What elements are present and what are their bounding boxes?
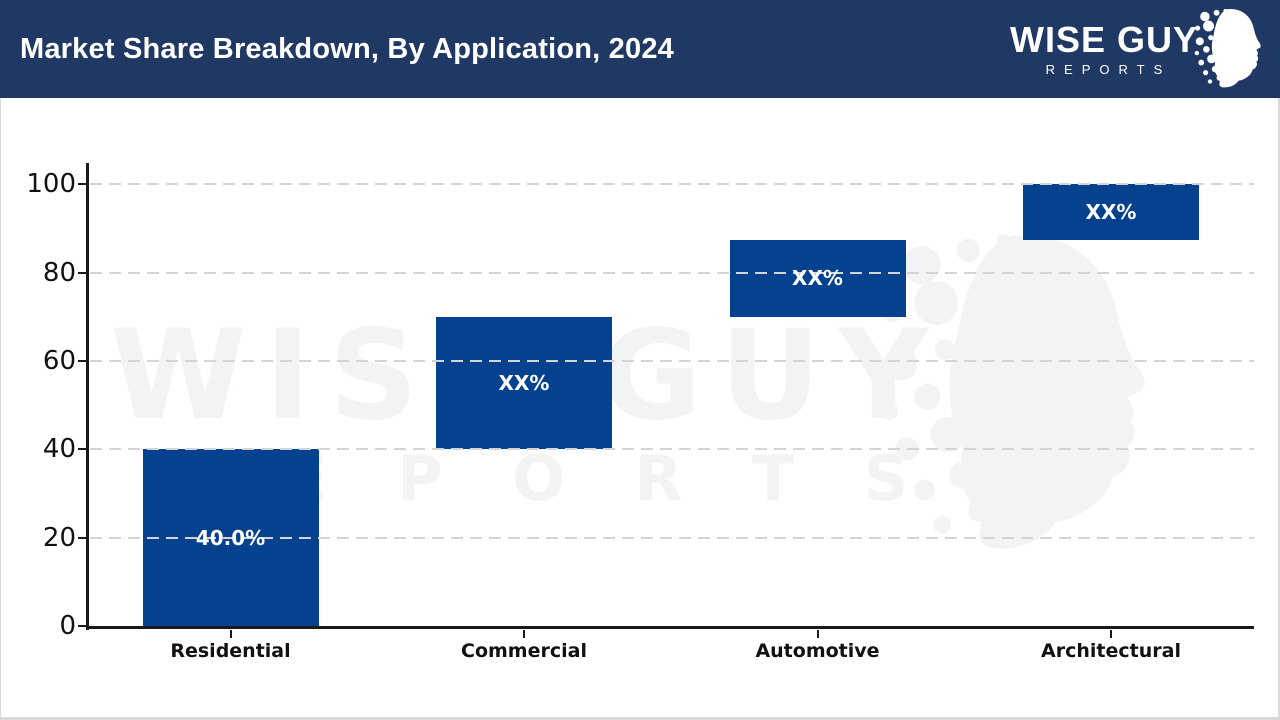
brand-name: WISE GUY: [1009, 18, 1198, 60]
brand-face-icon: [1194, 8, 1261, 88]
frame-border-bottom: [0, 717, 1280, 720]
x-tick-automotive: [816, 630, 819, 638]
header-bar: Market Share Breakdown, By Application, …: [0, 0, 1280, 98]
y-tick-label-40: 40: [42, 434, 76, 465]
y-tick-100: [78, 183, 86, 186]
x-axis-line: [86, 626, 1254, 630]
bar-commercial: [436, 316, 612, 450]
bar-value-label-automotive: XX%: [792, 266, 843, 291]
y-tick-label-100: 100: [26, 169, 76, 200]
frame-border-left: [0, 98, 1, 720]
y-axis-line: [86, 163, 89, 630]
y-tick-60: [78, 360, 86, 363]
frame-border-right: [1278, 98, 1280, 720]
bar-value-label-architectural: XX%: [1085, 200, 1137, 224]
category-label-commercial: Commercial: [461, 640, 587, 662]
brand-logo: WISE GUY REPORTS: [1010, 7, 1266, 91]
y-tick-20: [78, 536, 86, 539]
x-tick-commercial: [523, 630, 525, 638]
category-label-architectural: Architectural: [1041, 640, 1181, 662]
category-label-residential: Residential: [170, 640, 291, 662]
brand-subtitle: REPORTS: [1045, 61, 1172, 77]
watermark-face-icon: [880, 234, 1145, 549]
bar-value-label-commercial: XX%: [498, 371, 550, 396]
y-tick-label-60: 60: [42, 346, 76, 377]
bar-architectural: [1023, 184, 1199, 240]
brand-logo-text: WISE GUY REPORTS: [1009, 18, 1198, 77]
gridline-y-40: [90, 448, 1254, 451]
gridline-y-20: [90, 536, 1254, 539]
bar-automotive: [729, 239, 906, 317]
gridline-y-100: [90, 183, 1254, 186]
gridline-y-80: [90, 271, 1254, 274]
gridline-y-60: [90, 360, 1254, 363]
y-tick-40: [78, 448, 86, 451]
x-tick-residential: [229, 630, 232, 638]
chart-title: Market Share Breakdown, By Application, …: [20, 32, 674, 65]
y-tick-80: [78, 271, 86, 274]
category-label-automotive: Automotive: [755, 640, 880, 662]
y-tick-label-80: 80: [42, 257, 76, 288]
y-tick-label-20: 20: [42, 522, 76, 553]
x-tick-architectural: [1110, 630, 1112, 638]
y-tick-label-0: 0: [59, 611, 76, 641]
bar-value-label-residential: 40.0%: [195, 525, 266, 550]
y-tick-0: [78, 625, 86, 627]
